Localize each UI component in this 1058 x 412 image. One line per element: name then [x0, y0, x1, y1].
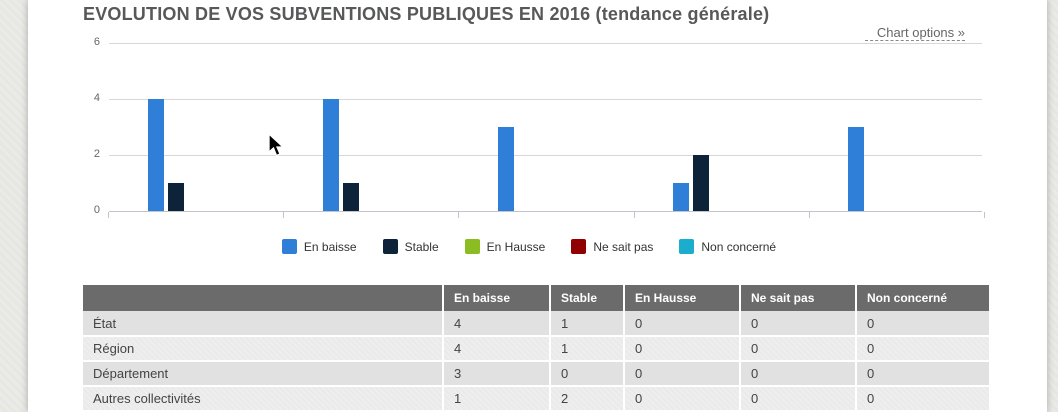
row-label: Autres collectivités: [83, 386, 444, 412]
row-label: État: [83, 311, 444, 337]
table-body: État 4 1 0 0 0 Région 4 1 0 0 0 Département 3 0 0 0 0 Autr…: [83, 311, 989, 412]
table-cell: 0: [856, 311, 989, 337]
table-cell: 3: [443, 361, 551, 387]
table-cell: 0: [624, 386, 741, 412]
x-axis-tick: [458, 212, 460, 218]
x-axis-tick: [108, 212, 109, 218]
legend-label: Stable: [404, 239, 439, 254]
x-axis-tick: [633, 212, 635, 218]
table-cell: 0: [624, 336, 741, 362]
legend-swatch-icon: [464, 239, 480, 254]
bar-en-baisse[interactable]: [322, 99, 339, 211]
table-cell: 1: [443, 386, 551, 412]
table-row: Département 3 0 0 0 0: [83, 361, 989, 387]
y-axis-label: 4: [93, 92, 100, 104]
row-label: Département: [83, 361, 444, 387]
table-cell: 0: [856, 386, 989, 412]
table-row: Région 4 1 0 0 0: [83, 336, 989, 362]
table-header-cell: En Hausse: [624, 285, 741, 311]
gridline: [109, 155, 982, 156]
legend-item-ne-sait-pas[interactable]: Ne sait pas: [571, 239, 653, 254]
bar-stable[interactable]: [167, 183, 184, 211]
mouse-cursor: [268, 133, 285, 157]
table-cell: 0: [856, 336, 989, 362]
chart-legend: En baisse Stable En Hausse Ne sait pas Non c…: [0, 239, 1058, 254]
table-cell: 4: [443, 336, 551, 362]
legend-swatch-icon: [382, 239, 398, 254]
table-cell: 1: [550, 336, 625, 362]
bar-en-baisse[interactable]: [147, 99, 164, 211]
x-axis-tick: [808, 212, 810, 218]
table-header-cell: Stable: [550, 285, 625, 311]
bar-stable[interactable]: [342, 183, 359, 211]
gridline: [109, 211, 982, 212]
legend-label: En Hausse: [486, 239, 546, 254]
bar-stable[interactable]: [693, 155, 710, 211]
table-header-cell: Non concerné: [856, 285, 989, 311]
gridline: [109, 43, 982, 44]
gridline: [109, 99, 982, 100]
legend-item-non-concerné[interactable]: Non concerné: [679, 239, 776, 254]
table-cell: 0: [550, 361, 625, 387]
y-axis-label: 2: [93, 148, 100, 160]
table-header-cell: En baisse: [443, 285, 551, 311]
bar-en-baisse[interactable]: [673, 183, 690, 211]
table-cell: 2: [550, 386, 625, 412]
legend-label: Ne sait pas: [593, 239, 654, 254]
legend-item-en-hausse[interactable]: En Hausse: [464, 239, 546, 254]
table-cell: 0: [740, 336, 857, 362]
x-axis-tick: [283, 212, 285, 218]
table-cell: 0: [740, 386, 857, 412]
table-cell: 0: [740, 361, 857, 387]
legend-swatch-icon: [281, 239, 297, 254]
legend-swatch-icon: [679, 239, 695, 254]
table-header-cell: Ne sait pas: [740, 285, 857, 311]
table-cell: 4: [443, 311, 551, 337]
legend-swatch-icon: [571, 239, 587, 254]
table-header-row: En baisse Stable En Hausse Ne sait pas Non c…: [83, 285, 989, 311]
chart-options-link[interactable]: Chart options »: [865, 25, 965, 41]
legend-item-stable[interactable]: Stable: [382, 239, 439, 254]
bar-en-baisse[interactable]: [848, 127, 865, 211]
legend-label: Non concerné: [701, 239, 777, 254]
x-axis-tick: [984, 212, 985, 218]
table-header-cell: [83, 285, 444, 311]
table-row: Autres collectivités 1 2 0 0 0: [83, 386, 989, 412]
bar-en-baisse[interactable]: [497, 127, 514, 211]
data-table: En baisse Stable En Hausse Ne sait pas Non c…: [83, 285, 989, 412]
table-cell: 0: [740, 311, 857, 337]
table-row: État 4 1 0 0 0: [83, 311, 989, 337]
y-axis-label: 6: [93, 36, 100, 48]
row-label: Région: [83, 336, 444, 362]
chart-title: EVOLUTION DE VOS SUBVENTIONS PUBLIQUES E…: [83, 4, 770, 24]
table-cell: 0: [624, 361, 741, 387]
table-cell: 0: [624, 311, 741, 337]
y-axis-label: 0: [93, 204, 100, 216]
table-cell: 1: [550, 311, 625, 337]
legend-label: En baisse: [303, 239, 357, 254]
table-cell: 0: [856, 361, 989, 387]
legend-item-en-baisse[interactable]: En baisse: [281, 239, 357, 254]
